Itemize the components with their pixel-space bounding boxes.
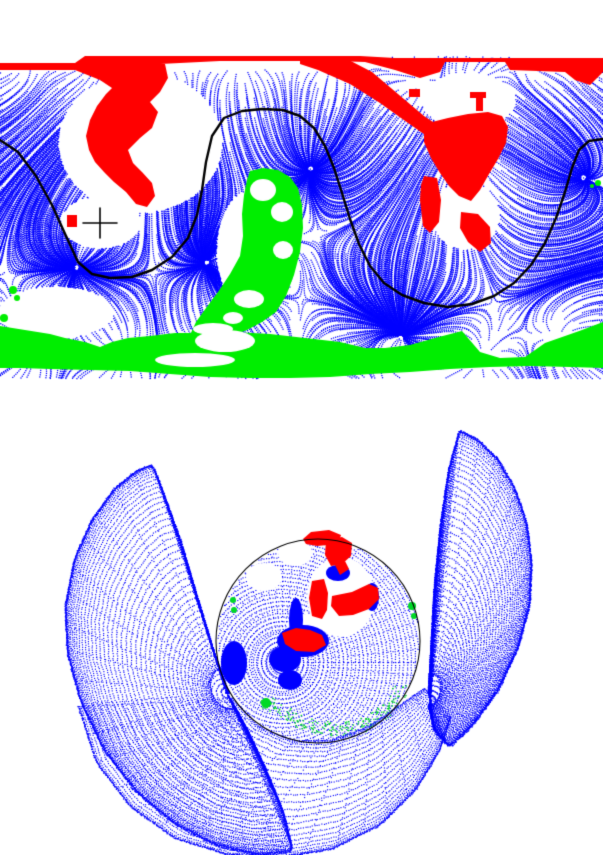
map-panel-canvas [0,55,603,380]
sphere-panel [0,423,603,855]
sphere-panel-canvas [0,423,603,855]
map-panel [0,55,603,380]
